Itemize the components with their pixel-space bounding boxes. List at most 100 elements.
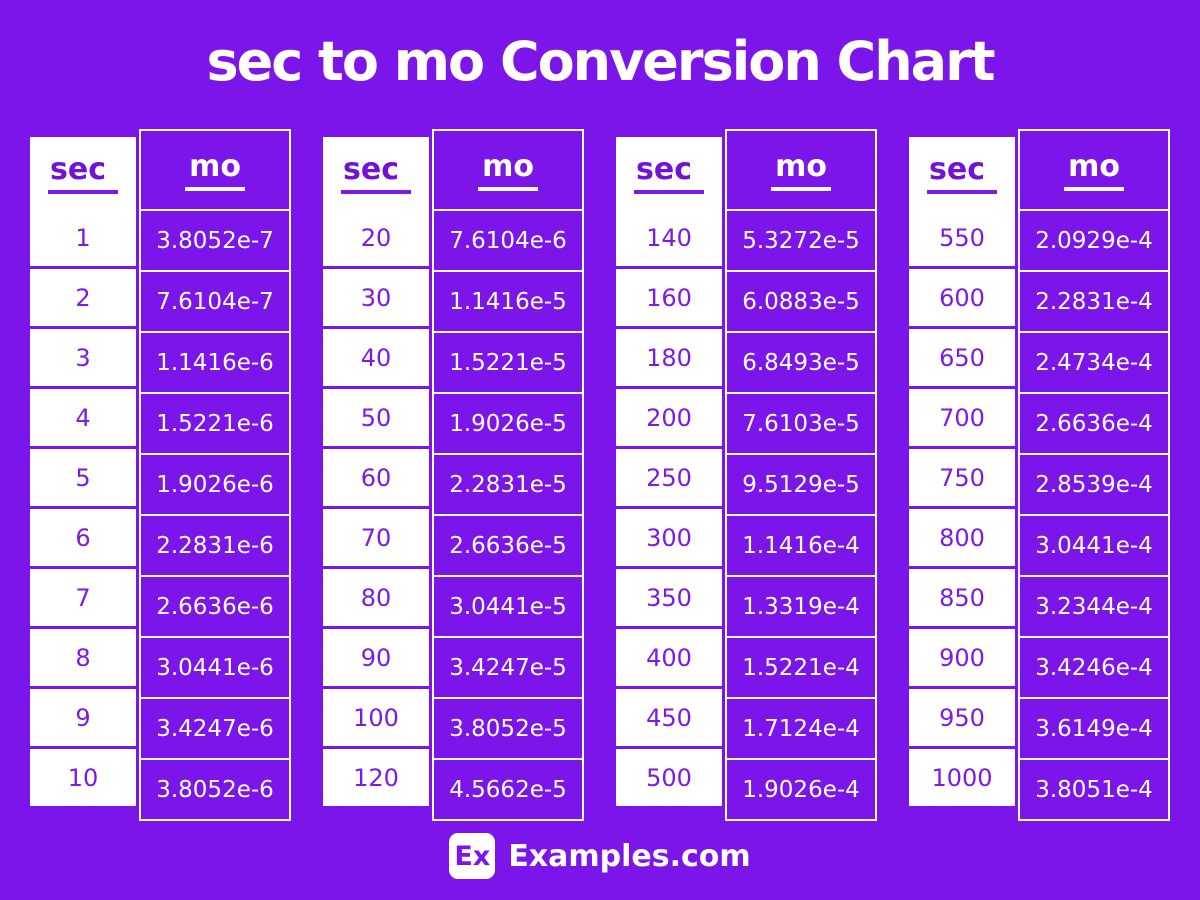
sec-header-label: sec	[634, 152, 704, 194]
mo-value-cell: 1.1416e-6	[141, 331, 289, 392]
sec-value-cell: 70	[323, 509, 429, 569]
sec-value-cell: 180	[616, 329, 722, 389]
conversion-table-1: sec 1 2 3 4 5 6 7 8 9 10 mo 3.8052e-7 7.6104e-7 1.141…	[30, 129, 291, 829]
sec-value-cell: 80	[323, 569, 429, 629]
sec-value-cell: 800	[909, 509, 1015, 569]
sec-value-cell: 600	[909, 269, 1015, 329]
mo-value-cell: 2.6636e-4	[1020, 392, 1168, 453]
mo-value-cell: 3.8052e-5	[434, 697, 582, 758]
conversion-table-4: sec 550 600 650 700 750 800 850 900 950 1000 mo 2.0…	[909, 129, 1170, 829]
sec-value-cell: 3	[30, 329, 136, 389]
sec-column: sec 550 600 650 700 750 800 850 900 950 1000	[909, 137, 1015, 829]
mo-value-cell: 3.2344e-4	[1020, 575, 1168, 636]
mo-value-cell: 1.1416e-5	[434, 270, 582, 331]
mo-value-cell: 2.6636e-5	[434, 514, 582, 575]
mo-value-cell: 6.0883e-5	[727, 270, 875, 331]
mo-value-cell: 9.5129e-5	[727, 453, 875, 514]
footer-brand: Ex Examples.com	[0, 833, 1200, 879]
conversion-tables-row: sec 1 2 3 4 5 6 7 8 9 10 mo 3.8052e-7 7.6104e-7 1.141…	[0, 129, 1200, 829]
conversion-table-2: sec 20 30 40 50 60 70 80 90 100 120 mo 7.6104e-6 1.1…	[323, 129, 584, 829]
mo-value-cell: 1.7124e-4	[727, 697, 875, 758]
mo-value-cell: 7.6104e-6	[434, 209, 582, 270]
mo-header-label: mo	[1064, 149, 1124, 191]
sec-value-cell: 400	[616, 629, 722, 689]
mo-value-cell: 2.2831e-5	[434, 453, 582, 514]
sec-value-cell: 650	[909, 329, 1015, 389]
mo-value-cell: 2.2831e-6	[141, 514, 289, 575]
sec-value-cell: 60	[323, 449, 429, 509]
sec-column-header: sec	[30, 137, 136, 209]
sec-header-label: sec	[341, 152, 411, 194]
sec-value-cell: 850	[909, 569, 1015, 629]
sec-value-cell: 750	[909, 449, 1015, 509]
sec-value-cell: 8	[30, 629, 136, 689]
sec-column: sec 140 160 180 200 250 300 350 400 450 500	[616, 137, 722, 829]
mo-value-cell: 2.4734e-4	[1020, 331, 1168, 392]
sec-value-cell: 9	[30, 689, 136, 749]
sec-value-cell: 100	[323, 689, 429, 749]
sec-value-cell: 4	[30, 389, 136, 449]
mo-column-header: mo	[727, 131, 875, 209]
mo-value-cell: 3.6149e-4	[1020, 697, 1168, 758]
mo-value-cell: 2.2831e-4	[1020, 270, 1168, 331]
mo-value-cell: 1.9026e-4	[727, 758, 875, 819]
sec-value-cell: 450	[616, 689, 722, 749]
sec-value-cell: 250	[616, 449, 722, 509]
sec-column-header: sec	[616, 137, 722, 209]
mo-value-cell: 3.0441e-5	[434, 575, 582, 636]
mo-value-cell: 2.8539e-4	[1020, 453, 1168, 514]
mo-value-cell: 1.5221e-5	[434, 331, 582, 392]
page-title: sec to mo Conversion Chart	[206, 30, 995, 93]
mo-value-cell: 1.9026e-5	[434, 392, 582, 453]
sec-column-header: sec	[323, 137, 429, 209]
mo-column: mo 7.6104e-6 1.1416e-5 1.5221e-5 1.9026e-5 2.…	[432, 129, 584, 821]
sec-value-cell: 700	[909, 389, 1015, 449]
sec-value-cell: 550	[909, 209, 1015, 269]
mo-value-cell: 4.5662e-5	[434, 758, 582, 819]
mo-value-cell: 2.6636e-6	[141, 575, 289, 636]
sec-value-cell: 160	[616, 269, 722, 329]
mo-value-cell: 3.4246e-4	[1020, 636, 1168, 697]
mo-value-cell: 3.8051e-4	[1020, 758, 1168, 819]
sec-header-label: sec	[48, 152, 118, 194]
mo-column-header: mo	[1020, 131, 1168, 209]
mo-column-header: mo	[434, 131, 582, 209]
sec-column-header: sec	[909, 137, 1015, 209]
sec-column: sec 20 30 40 50 60 70 80 90 100 120	[323, 137, 429, 829]
mo-column-header: mo	[141, 131, 289, 209]
sec-value-cell: 50	[323, 389, 429, 449]
sec-value-cell: 500	[616, 749, 722, 809]
sec-value-cell: 300	[616, 509, 722, 569]
mo-value-cell: 7.6104e-7	[141, 270, 289, 331]
sec-value-cell: 90	[323, 629, 429, 689]
sec-value-cell: 350	[616, 569, 722, 629]
mo-value-cell: 3.4247e-5	[434, 636, 582, 697]
mo-value-cell: 1.1416e-4	[727, 514, 875, 575]
sec-value-cell: 950	[909, 689, 1015, 749]
mo-column: mo 3.8052e-7 7.6104e-7 1.1416e-6 1.5221e-6 1.…	[139, 129, 291, 821]
mo-column: mo 5.3272e-5 6.0883e-5 6.8493e-5 7.6103e-5 9.…	[725, 129, 877, 821]
sec-header-label: sec	[927, 152, 997, 194]
mo-value-cell: 3.8052e-6	[141, 758, 289, 819]
mo-value-cell: 7.6103e-5	[727, 392, 875, 453]
mo-value-cell: 1.5221e-6	[141, 392, 289, 453]
sec-value-cell: 6	[30, 509, 136, 569]
mo-column: mo 2.0929e-4 2.2831e-4 2.4734e-4 2.6636e-4 2.…	[1018, 129, 1170, 821]
sec-value-cell: 900	[909, 629, 1015, 689]
conversion-table-3: sec 140 160 180 200 250 300 350 400 450 500 mo 5.32…	[616, 129, 877, 829]
mo-value-cell: 3.0441e-4	[1020, 514, 1168, 575]
sec-value-cell: 5	[30, 449, 136, 509]
sec-value-cell: 120	[323, 749, 429, 809]
mo-value-cell: 6.8493e-5	[727, 331, 875, 392]
mo-header-label: mo	[478, 149, 538, 191]
sec-value-cell: 7	[30, 569, 136, 629]
mo-value-cell: 1.5221e-4	[727, 636, 875, 697]
sec-value-cell: 1	[30, 209, 136, 269]
mo-value-cell: 5.3272e-5	[727, 209, 875, 270]
mo-value-cell: 1.9026e-6	[141, 453, 289, 514]
sec-value-cell: 30	[323, 269, 429, 329]
mo-value-cell: 3.4247e-6	[141, 697, 289, 758]
sec-value-cell: 20	[323, 209, 429, 269]
sec-value-cell: 140	[616, 209, 722, 269]
